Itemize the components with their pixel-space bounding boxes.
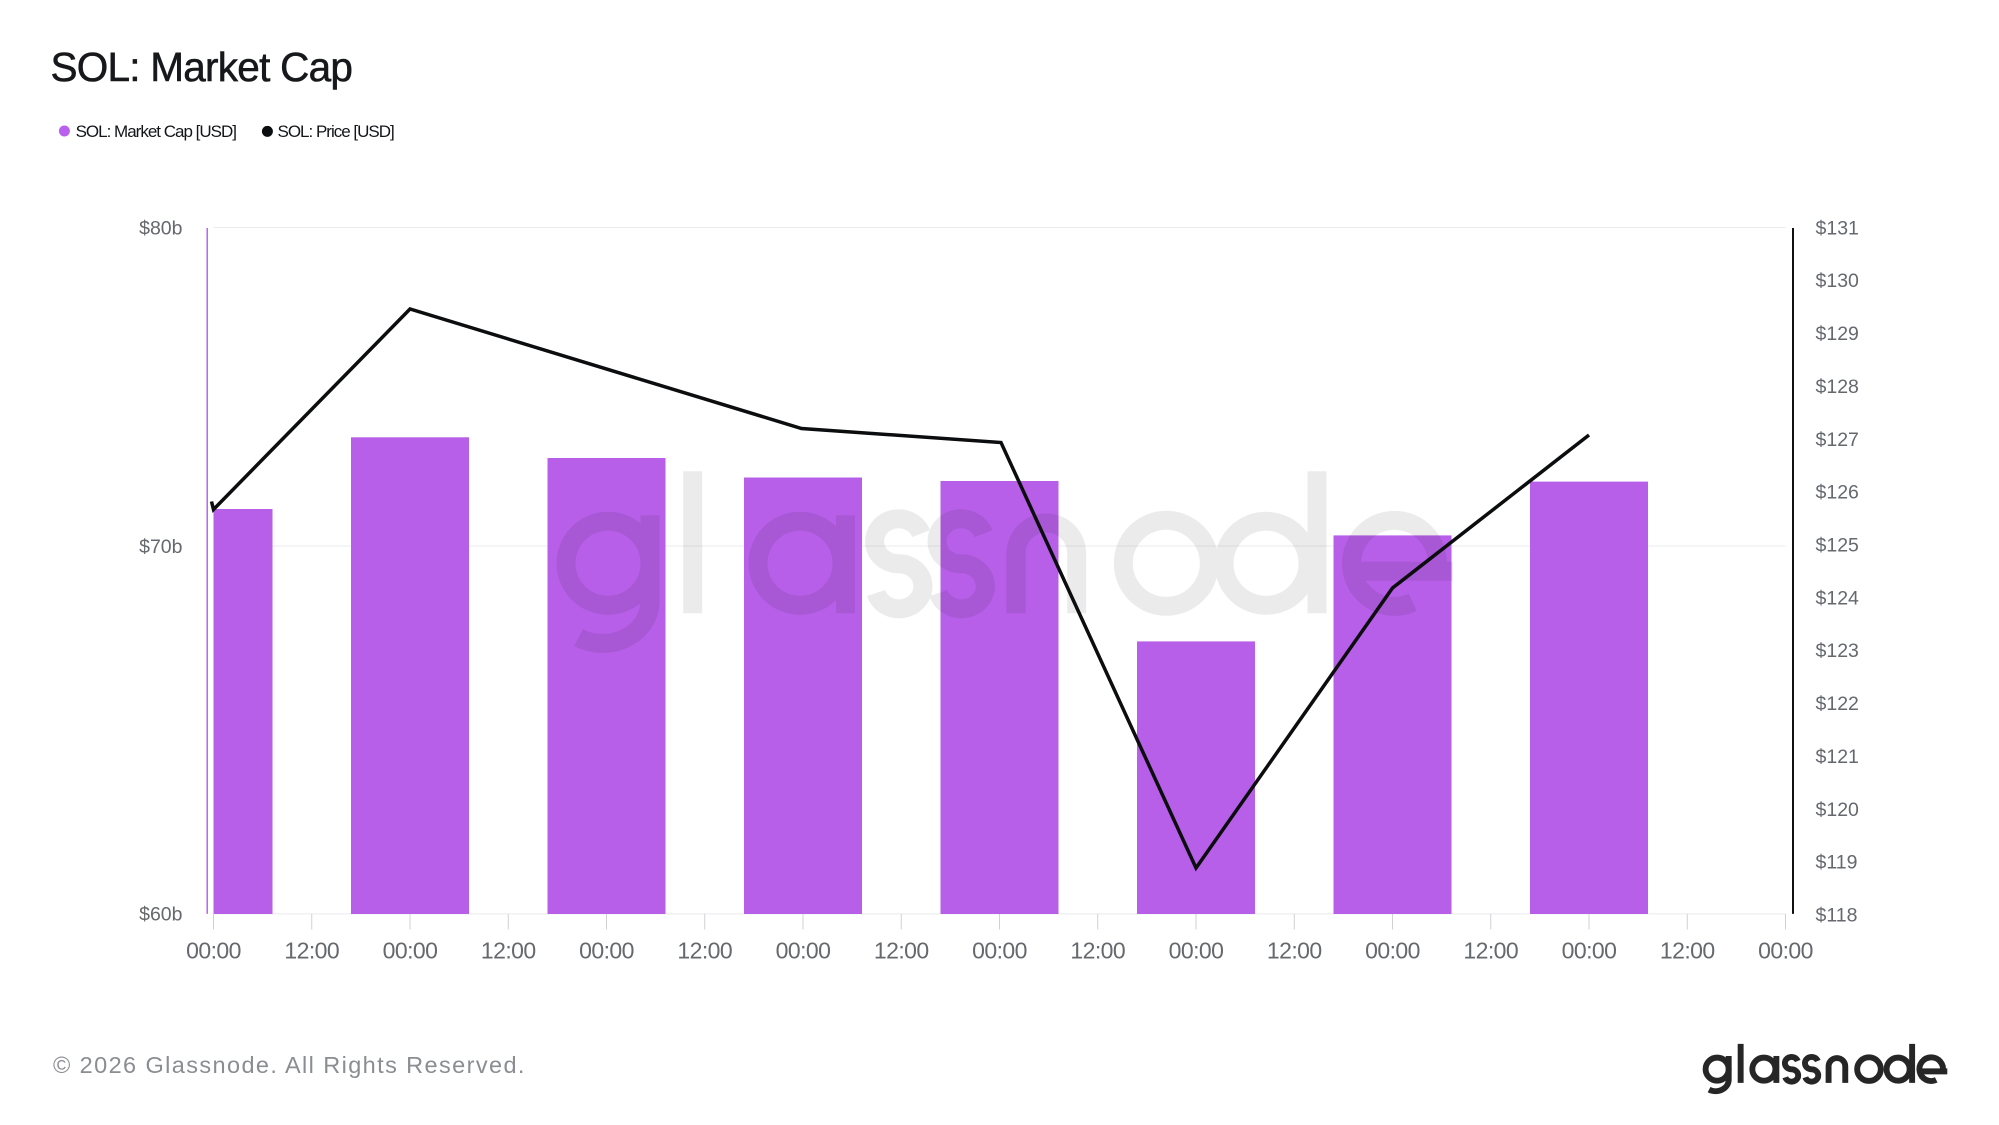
svg-text:12:00: 12:00 — [1463, 938, 1518, 964]
svg-text:00:00: 00:00 — [1758, 938, 1813, 964]
svg-text:$121: $121 — [1816, 746, 1859, 768]
svg-text:$122: $122 — [1816, 693, 1859, 715]
svg-text:SOL: Market Cap [USD]: SOL: Market Cap [USD] — [76, 122, 237, 141]
svg-text:00:00: 00:00 — [1562, 938, 1617, 964]
svg-text:00:00: 00:00 — [1365, 938, 1420, 964]
svg-text:$118: $118 — [1816, 905, 1858, 927]
svg-text:$131: $131 — [1816, 217, 1859, 239]
svg-text:SOL: Price [USD]: SOL: Price [USD] — [278, 122, 395, 141]
svg-text:SOL: Market Cap: SOL: Market Cap — [51, 44, 353, 90]
svg-text:$123: $123 — [1816, 640, 1859, 662]
svg-text:$120: $120 — [1816, 799, 1860, 821]
svg-text:$60b: $60b — [139, 904, 183, 926]
svg-text:$125: $125 — [1816, 535, 1860, 557]
svg-text:00:00: 00:00 — [579, 938, 634, 964]
svg-text:$119: $119 — [1816, 852, 1858, 874]
svg-text:$127: $127 — [1816, 429, 1859, 451]
svg-text:12:00: 12:00 — [874, 938, 929, 964]
svg-text:$70b: $70b — [139, 536, 183, 558]
svg-text:$129: $129 — [1816, 323, 1859, 345]
svg-text:12:00: 12:00 — [481, 938, 536, 964]
svg-text:00:00: 00:00 — [972, 938, 1027, 964]
svg-text:00:00: 00:00 — [383, 938, 438, 964]
svg-text:12:00: 12:00 — [677, 938, 732, 964]
svg-text:$80b: $80b — [139, 217, 183, 239]
svg-text:12:00: 12:00 — [1070, 938, 1125, 964]
svg-text:12:00: 12:00 — [1660, 938, 1715, 964]
svg-text:00:00: 00:00 — [186, 938, 241, 964]
svg-text:00:00: 00:00 — [776, 938, 831, 964]
svg-text:$126: $126 — [1816, 482, 1859, 504]
svg-text:00:00: 00:00 — [1169, 938, 1224, 964]
svg-text:$128: $128 — [1816, 376, 1859, 398]
svg-text:12:00: 12:00 — [1267, 938, 1322, 964]
svg-text:© 2026 Glassnode. All Rights R: © 2026 Glassnode. All Rights Reserved. — [53, 1052, 526, 1078]
svg-text:$124: $124 — [1816, 587, 1860, 609]
svg-text:12:00: 12:00 — [284, 938, 339, 964]
svg-text:$130: $130 — [1816, 270, 1860, 292]
